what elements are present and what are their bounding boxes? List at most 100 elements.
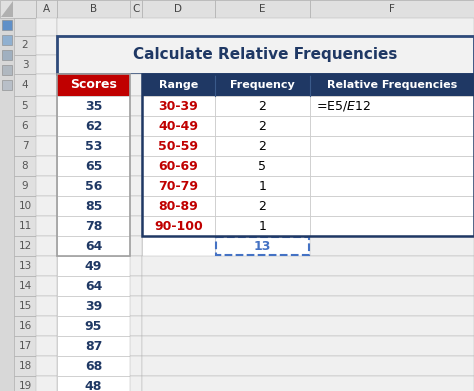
Text: 15: 15 (18, 301, 32, 311)
Bar (57, 18, 474, 36)
Bar (36, 18, 57, 36)
Bar (142, 296, 474, 316)
Text: 53: 53 (85, 140, 102, 152)
Text: Frequency: Frequency (230, 80, 295, 90)
Bar (215, 136, 310, 156)
Bar (142, 316, 474, 336)
Bar (36, 216, 57, 236)
Bar (57, 74, 130, 256)
Text: 30-39: 30-39 (159, 99, 199, 113)
Bar (36, 296, 57, 316)
Text: 2: 2 (22, 41, 28, 50)
Text: 35: 35 (85, 99, 102, 113)
Bar (215, 196, 310, 216)
Bar (36, 36, 57, 55)
Bar (36, 136, 57, 156)
Bar (215, 0, 310, 18)
Text: 60-69: 60-69 (159, 160, 199, 172)
Text: Calculate Relative Frequencies: Calculate Relative Frequencies (133, 47, 398, 63)
Text: Scores: Scores (70, 79, 117, 91)
Bar (57, 236, 130, 256)
Bar (215, 116, 310, 136)
Bar (215, 96, 310, 116)
Bar (130, 136, 142, 156)
Bar (142, 276, 474, 296)
Bar (14, 196, 36, 216)
Text: 90-100: 90-100 (154, 219, 203, 233)
Bar (142, 216, 215, 236)
Text: 56: 56 (85, 179, 102, 192)
Bar (142, 74, 474, 236)
Text: 6: 6 (22, 121, 28, 131)
Bar (130, 156, 142, 176)
Text: 2: 2 (258, 99, 266, 113)
Text: A: A (43, 4, 50, 14)
Bar (130, 116, 142, 136)
Bar (130, 176, 142, 196)
Bar (130, 336, 142, 356)
Bar (310, 216, 474, 236)
Bar (36, 156, 57, 176)
Bar (130, 236, 142, 256)
Bar (142, 136, 215, 156)
Text: 64: 64 (85, 240, 102, 253)
Bar (57, 96, 130, 116)
Bar (14, 74, 36, 96)
Bar (142, 0, 215, 18)
Bar (57, 316, 130, 336)
Text: 64: 64 (85, 280, 102, 292)
Bar (14, 296, 36, 316)
Text: 13: 13 (254, 240, 271, 253)
Text: 5: 5 (22, 101, 28, 111)
Bar (142, 336, 474, 356)
Text: 18: 18 (18, 361, 32, 371)
Text: 2: 2 (258, 140, 266, 152)
Bar (310, 0, 474, 18)
Bar (36, 176, 57, 196)
Bar (57, 0, 130, 18)
Bar (57, 196, 130, 216)
Bar (310, 116, 474, 136)
Bar (2, 35, 12, 45)
Bar (36, 336, 57, 356)
Text: B: B (90, 4, 97, 14)
Bar (130, 216, 142, 236)
Text: 14: 14 (18, 281, 32, 291)
Bar (216, 237, 309, 255)
Bar (130, 276, 142, 296)
Bar (215, 216, 310, 236)
Text: 95: 95 (85, 319, 102, 332)
Bar (14, 176, 36, 196)
Text: 17: 17 (18, 341, 32, 351)
Text: E: E (259, 4, 266, 14)
Bar (142, 236, 215, 256)
Polygon shape (1, 1, 13, 17)
Bar (36, 196, 57, 216)
Text: 2: 2 (258, 120, 266, 133)
Bar (36, 116, 57, 136)
Bar (57, 74, 130, 96)
Bar (130, 96, 142, 116)
Text: D: D (174, 4, 182, 14)
Bar (14, 55, 36, 74)
Bar (2, 65, 12, 75)
Text: 3: 3 (22, 59, 28, 70)
Bar (36, 356, 57, 376)
Bar (130, 296, 142, 316)
Bar (310, 156, 474, 176)
Bar (130, 0, 142, 18)
Text: 10: 10 (18, 201, 32, 211)
Bar (57, 356, 130, 376)
Bar (14, 136, 36, 156)
Text: 49: 49 (85, 260, 102, 273)
Bar (2, 80, 12, 90)
Text: 39: 39 (85, 300, 102, 312)
Bar (142, 116, 215, 136)
Bar (0, 0, 14, 391)
Bar (36, 376, 57, 391)
Bar (142, 156, 215, 176)
Bar (57, 176, 130, 196)
Bar (57, 336, 130, 356)
Text: 1: 1 (258, 179, 266, 192)
Bar (14, 156, 36, 176)
